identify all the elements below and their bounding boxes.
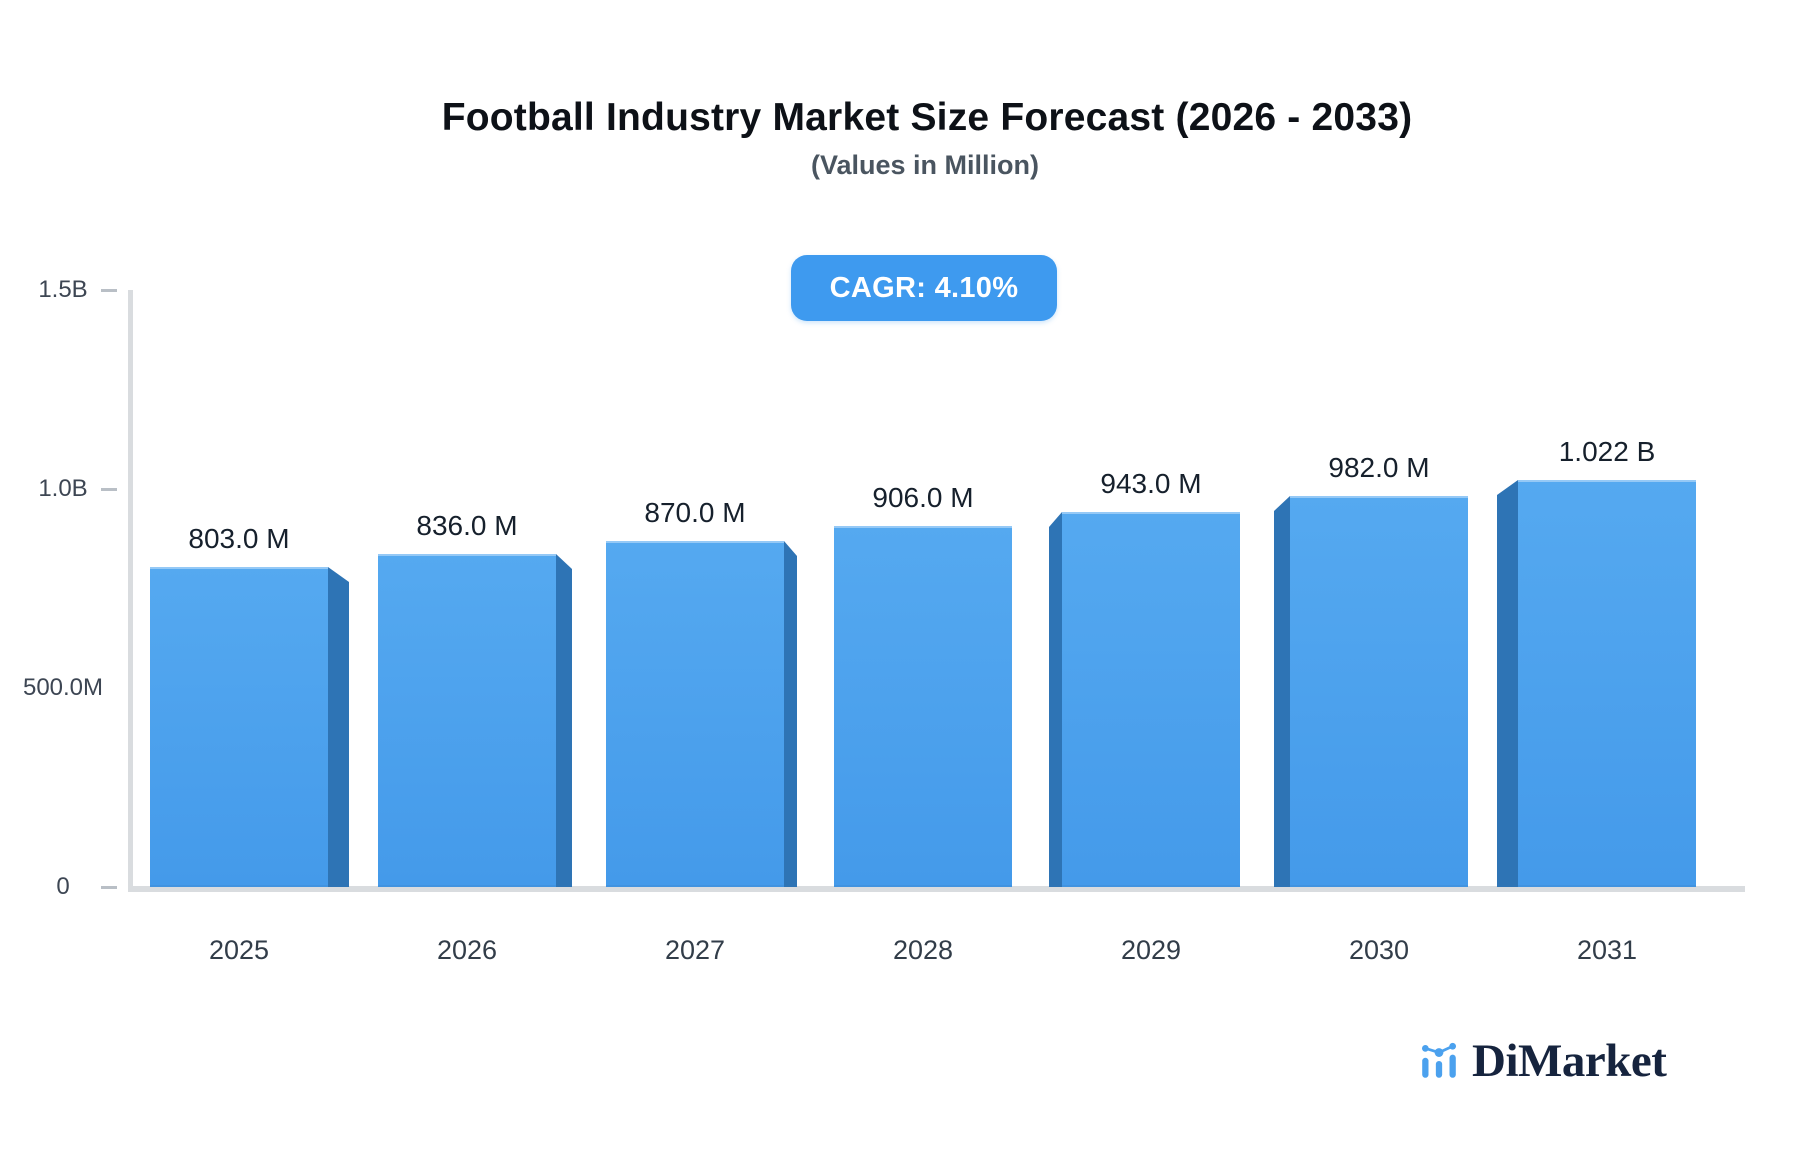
bar-value-label-2029: 943.0 M <box>1100 468 1202 499</box>
bar-2029-side-face <box>1049 512 1062 887</box>
y-tick-label-500.0M: 500.0M <box>22 674 104 701</box>
bar-2027-side-face <box>784 541 797 887</box>
brand-logo: DiMarket <box>1420 1035 1667 1087</box>
x-category-label-2026: 2026 <box>436 935 498 965</box>
bar-value-label-2028: 906.0 M <box>872 482 974 513</box>
bar-value-label-2026: 836.0 M <box>416 510 518 541</box>
chart-subtitle: (Values in Million) <box>810 150 1040 180</box>
x-category-label-2025: 2025 <box>208 935 270 965</box>
y-tick-label-0: 0 <box>56 873 70 900</box>
bar-chart-trend-icon <box>1420 1041 1458 1083</box>
bar-value-label-2031: 1.022 B <box>1558 436 1656 467</box>
bar-value-label-2027: 870.0 M <box>644 497 746 528</box>
y-tick-dash <box>101 886 117 889</box>
cagr-badge-label: CAGR: 4.10% <box>829 271 1019 304</box>
bar-2026-side-face <box>556 554 572 887</box>
bar-2025-side-face <box>328 567 349 887</box>
bar-value-label-2030: 982.0 M <box>1328 452 1430 483</box>
y-tick-dash <box>101 289 117 292</box>
x-category-label-2031: 2031 <box>1576 935 1638 965</box>
brand-name: DiMarket <box>1472 1035 1667 1087</box>
x-category-label-2030: 2030 <box>1348 935 1410 965</box>
bar-2028[interactable] <box>834 526 1012 887</box>
x-category-label-2029: 2029 <box>1120 935 1182 965</box>
bar-2030[interactable] <box>1290 496 1468 887</box>
bar-2025[interactable] <box>150 567 328 887</box>
x-category-label-2028: 2028 <box>892 935 954 965</box>
x-category-label-2027: 2027 <box>664 935 726 965</box>
y-axis-line <box>128 290 133 892</box>
bar-2031-side-face <box>1497 480 1518 887</box>
bar-2030-side-face <box>1274 496 1290 887</box>
chart-title: Football Industry Market Size Forecast (… <box>441 96 1413 139</box>
bar-2026[interactable] <box>378 554 556 887</box>
cagr-badge: CAGR: 4.10% <box>791 255 1057 321</box>
bar-value-label-2025: 803.0 M <box>188 523 290 554</box>
y-tick-dash <box>101 488 117 491</box>
bar-2031[interactable] <box>1518 480 1696 887</box>
x-axis-line <box>128 886 1745 892</box>
bar-2027[interactable] <box>606 541 784 887</box>
bar-2029[interactable] <box>1062 512 1240 887</box>
y-tick-label-1.0B: 1.0B <box>38 475 88 502</box>
y-tick-label-1.5B: 1.5B <box>38 276 88 303</box>
